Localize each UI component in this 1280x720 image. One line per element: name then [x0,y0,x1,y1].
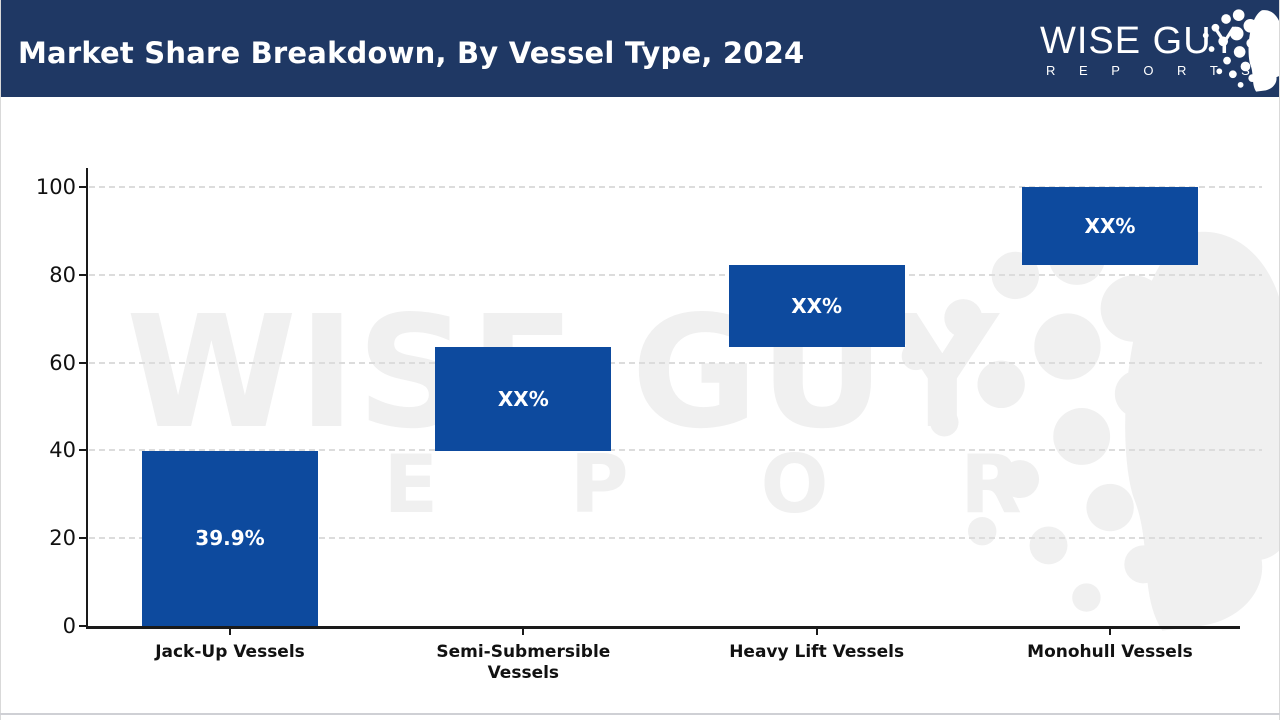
gridline [89,186,1262,188]
y-tick-mark [79,449,88,452]
x-axis-line [86,626,1240,629]
watermark-head-icon [901,228,1280,631]
x-category-label: Semi-Submersible Vessels [436,642,611,683]
brand-logo: WISE GUY R E P O R T S [1040,0,1280,97]
bar-monohull-vessels [1021,187,1198,265]
bar-jack-up-vessels [142,450,318,626]
x-category-label: Monohull Vessels [1027,642,1193,662]
x-tick-mark [229,628,231,635]
x-tick-mark [1108,628,1111,635]
bar-value-label: XX% [497,387,549,412]
chart: 0 20 40 60 80 100 39.9% Jack-Up Vessels XX% Semi-… [0,97,1280,720]
bar-value-label: 39.9% [195,526,265,551]
bar-semi-submersible-vessels [435,347,612,451]
gridline [89,537,1262,540]
bar-value-label: XX% [791,293,843,318]
bar-heavy-lift-vessels [728,264,905,348]
y-tick-label: 80 [49,262,76,287]
y-tick-label: 20 [49,526,76,551]
y-tick-mark [79,537,88,540]
brand-subtext: R E P O R T S [1046,63,1260,78]
brand-wordmark: WISE GUY [1040,20,1239,62]
x-category-label: Heavy Lift Vessels [729,642,905,662]
bar-value-label: XX% [1084,213,1136,238]
gridline [89,273,1262,276]
header-bar: Market Share Breakdown, By Vessel Type, … [0,0,1280,97]
gridline [89,449,1262,452]
brand-head-icon [1202,9,1280,92]
bottom-divider [0,713,1280,715]
y-tick-label: 60 [49,350,76,375]
x-tick-mark [815,628,818,635]
y-tick-mark [79,186,88,188]
x-category-label: Jack-Up Vessels [155,642,305,662]
gridline [89,361,1262,364]
y-tick-mark [79,361,88,364]
x-tick-mark [522,628,525,635]
y-tick-mark [79,273,88,276]
y-tick-label: 100 [35,175,76,199]
y-tick-label: 0 [62,614,76,638]
y-axis-line [86,168,88,628]
page-title: Market Share Breakdown, By Vessel Type, … [18,36,805,70]
y-tick-label: 40 [49,438,76,463]
y-tick-mark [79,625,88,627]
